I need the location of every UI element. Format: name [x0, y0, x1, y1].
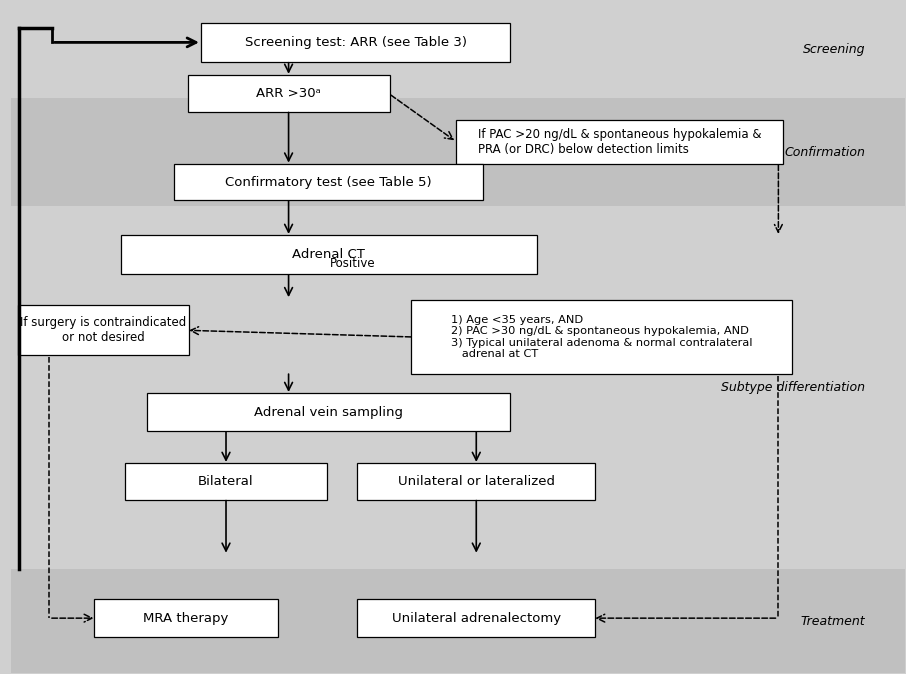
- Text: If surgery is contraindicated
or not desired: If surgery is contraindicated or not des…: [21, 316, 187, 344]
- FancyBboxPatch shape: [148, 394, 510, 431]
- Text: 1) Age <35 years, AND
2) PAC >30 ng/dL & spontaneous hypokalemia, AND
3) Typical: 1) Age <35 years, AND 2) PAC >30 ng/dL &…: [450, 315, 752, 359]
- Text: Unilateral adrenalectomy: Unilateral adrenalectomy: [391, 611, 561, 625]
- Bar: [12, 98, 905, 206]
- FancyBboxPatch shape: [411, 300, 792, 374]
- Text: MRA therapy: MRA therapy: [143, 611, 228, 625]
- FancyBboxPatch shape: [125, 464, 327, 500]
- FancyBboxPatch shape: [93, 599, 278, 637]
- FancyBboxPatch shape: [357, 599, 595, 637]
- FancyBboxPatch shape: [188, 75, 390, 112]
- Text: Confirmation: Confirmation: [785, 146, 865, 158]
- Bar: [12, 206, 905, 569]
- Text: Screening: Screening: [803, 42, 865, 56]
- Text: Adrenal CT: Adrenal CT: [293, 249, 365, 262]
- Text: Screening test: ARR (see Table 3): Screening test: ARR (see Table 3): [245, 36, 467, 49]
- Text: Subtype differentiation: Subtype differentiation: [721, 381, 865, 394]
- Bar: [12, 569, 905, 673]
- Text: Positive: Positive: [330, 257, 375, 270]
- Text: If PAC >20 ng/dL & spontaneous hypokalemia &
PRA (or DRC) below detection limits: If PAC >20 ng/dL & spontaneous hypokalem…: [477, 128, 761, 156]
- Bar: [12, 1, 905, 98]
- FancyBboxPatch shape: [120, 235, 537, 274]
- Text: Bilateral: Bilateral: [198, 475, 254, 488]
- FancyBboxPatch shape: [174, 164, 484, 200]
- Text: Unilateral or lateralized: Unilateral or lateralized: [398, 475, 554, 488]
- Text: Confirmatory test (see Table 5): Confirmatory test (see Table 5): [226, 176, 432, 189]
- Text: Adrenal vein sampling: Adrenal vein sampling: [255, 406, 403, 419]
- FancyBboxPatch shape: [456, 120, 783, 164]
- FancyBboxPatch shape: [357, 464, 595, 500]
- FancyBboxPatch shape: [201, 23, 510, 62]
- FancyBboxPatch shape: [18, 305, 189, 355]
- Text: Treatment: Treatment: [801, 615, 865, 628]
- Text: ARR >30ᵃ: ARR >30ᵃ: [256, 87, 321, 100]
